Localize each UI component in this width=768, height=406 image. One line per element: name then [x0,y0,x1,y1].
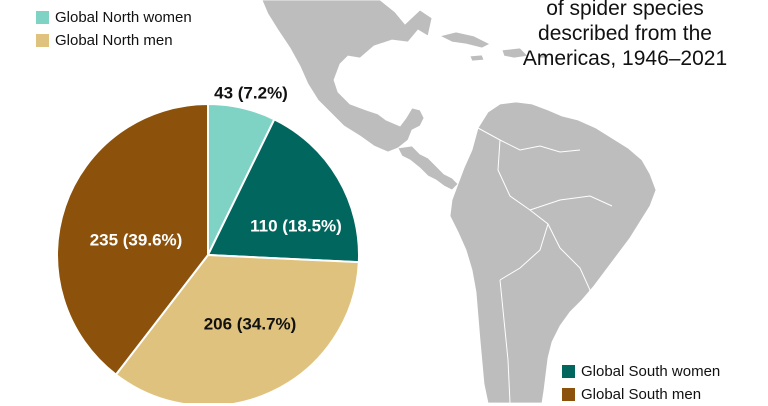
south-america-landmass [449,101,657,403]
pie-chart [56,102,360,403]
pie-data-label: 110 (18.5%) [250,216,342,235]
chart-title: of spider species described from the Ame… [505,0,745,71]
central-america-landmass [397,145,459,191]
legend-top: Global North women Global North men [36,6,192,52]
pie-data-label: 43 (7.2%) [214,83,288,102]
pie-data-label: 206 (34.7%) [204,314,297,333]
legend-swatch [36,34,49,47]
pie-slice-global-north-men [114,253,360,403]
caribbean-puerto-rico [537,53,549,59]
legend-label: Global North women [55,9,192,26]
legend-item-global-north-men: Global North men [36,29,192,52]
legend-swatch [562,388,575,401]
legend-bottom: Global South women Global South men [562,360,720,406]
legend-swatch [562,365,575,378]
caribbean-cuba [438,31,491,49]
caribbean-hispaniola [501,47,529,59]
title-line: described from the [538,22,712,45]
pie-slice-global-south-men [56,102,209,377]
title-line: of spider species [546,0,704,20]
legend-item-global-south-women: Global South women [562,360,720,383]
caribbean-jamaica [469,54,485,62]
americas-map [261,0,657,403]
legend-item-global-south-men: Global South men [562,383,720,406]
legend-swatch [36,11,49,24]
legend-label: Global South women [581,363,721,380]
title-line: Americas, 1946–2021 [522,47,728,70]
legend-label: Global North men [55,32,173,49]
pie-data-label: 235 (39.6%) [90,230,183,249]
pie-slice-global-south-women [206,118,360,264]
north-america-landmass [261,0,433,153]
legend-item-global-north-women: Global North women [36,6,192,29]
pie-labels: 43 (7.2%) 110 (18.5%) 206 (34.7%) 235 (39.6… [90,83,342,333]
legend-label: Global South men [581,386,702,403]
country-borders [477,127,613,403]
